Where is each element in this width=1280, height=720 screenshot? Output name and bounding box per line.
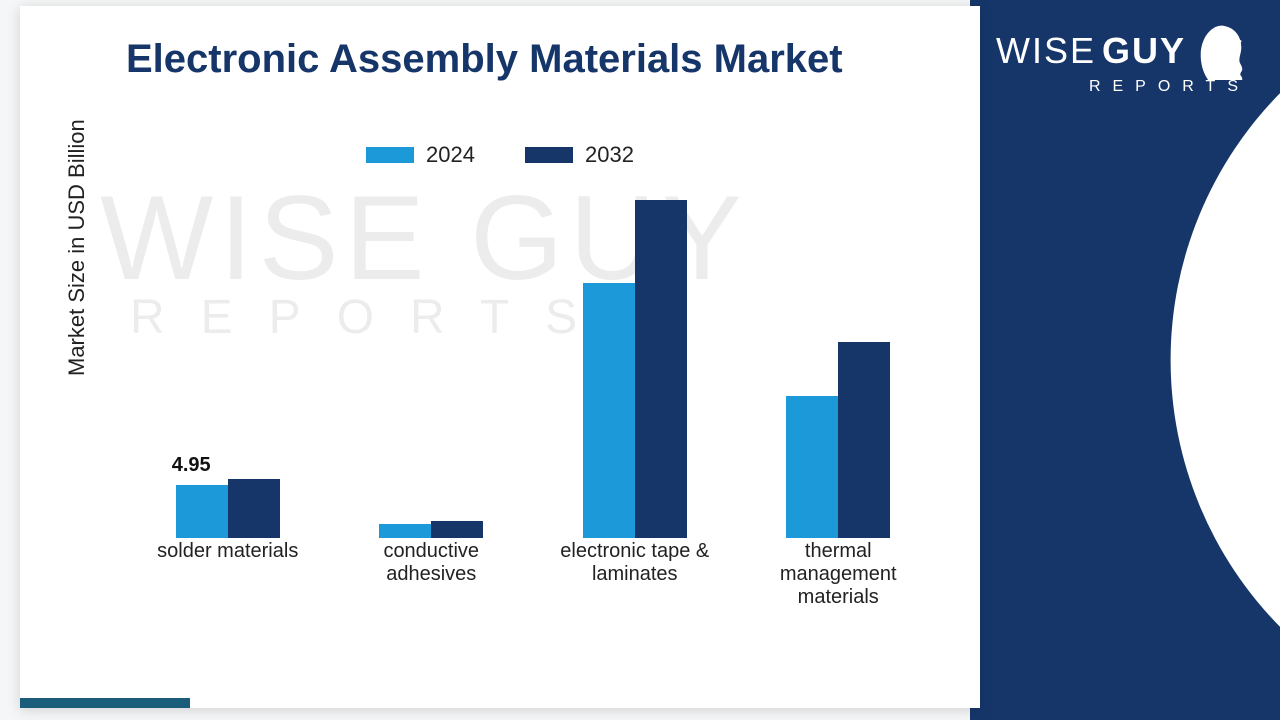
bar-group: 4.95 <box>176 182 280 538</box>
bar-2024 <box>583 283 635 538</box>
chart-card: WISE GUY REPORTS Electronic Assembly Mat… <box>20 6 980 708</box>
bar-2024 <box>176 485 228 538</box>
brand-logo: WISE GUY REPORTS <box>996 22 1250 96</box>
bar-2032 <box>431 521 483 538</box>
bar-group <box>583 182 687 538</box>
legend-item-2024: 2024 <box>366 142 475 168</box>
brand-head-icon <box>1192 22 1250 80</box>
category-labels: solder materials conductive adhesives elec… <box>126 540 940 648</box>
legend-label-2024: 2024 <box>426 142 475 168</box>
bar-2024 <box>379 524 431 538</box>
bar-2032 <box>838 342 890 538</box>
legend-swatch-2024 <box>366 147 414 163</box>
chart-area: 4.95 solder materials conductive adhesive… <box>126 182 940 648</box>
chart-title: Electronic Assembly Materials Market <box>126 36 866 82</box>
bar-2032 <box>228 479 280 538</box>
bar-2024 <box>786 396 838 538</box>
brand-reports: REPORTS <box>996 78 1250 96</box>
category-label: electronic tape & laminates <box>545 540 725 586</box>
legend-item-2032: 2032 <box>525 142 634 168</box>
category-label: conductive adhesives <box>341 540 521 586</box>
bar-group <box>379 182 483 538</box>
bar-value-label: 4.95 <box>172 454 211 477</box>
bar-2032 <box>635 200 687 538</box>
legend: 2024 2032 <box>20 142 980 168</box>
category-label: solder materials <box>138 540 318 563</box>
legend-swatch-2032 <box>525 147 573 163</box>
brand-wise: WISE <box>996 30 1096 72</box>
plot-area: 4.95 <box>126 182 940 538</box>
legend-label-2032: 2032 <box>585 142 634 168</box>
brand-guy: GUY <box>1102 30 1186 72</box>
category-label: thermal management materials <box>748 540 928 609</box>
bar-group <box>786 182 890 538</box>
